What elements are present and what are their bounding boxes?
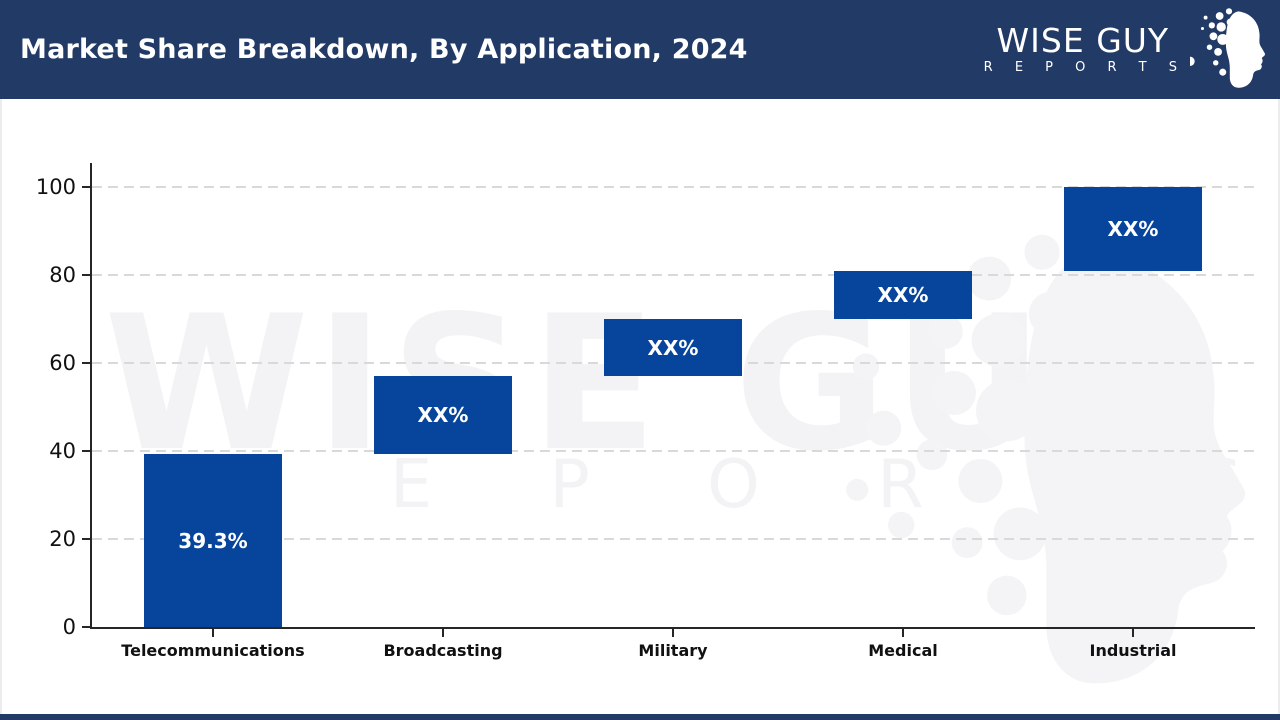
ytick-label-20: 20 (49, 527, 76, 551)
ytick-label-40: 40 (49, 439, 76, 463)
logo-text: WISE GUY R E P O R T S (980, 24, 1186, 75)
bar-medical: XX% (834, 270, 972, 319)
xtick-mark-4 (1132, 629, 1134, 637)
xtick-mark-1 (442, 629, 444, 637)
ytick-label-0: 0 (62, 615, 76, 639)
ytick-mark-100 (82, 186, 90, 188)
xtick-label-0: Telecommunications (121, 641, 305, 660)
xtick-label-2: Military (638, 641, 708, 660)
bar-industrial: XX% (1064, 187, 1202, 271)
header-bar: Market Share Breakdown, By Application, … (0, 0, 1280, 99)
bar-value-label: 39.3% (178, 528, 248, 553)
xtick-mark-0 (212, 629, 214, 637)
ytick-mark-60 (82, 362, 90, 364)
gridline-40 (92, 450, 1255, 452)
bar-value-label: XX% (417, 403, 469, 428)
xtick-label-3: Medical (868, 641, 938, 660)
bar-broadcasting: XX% (374, 376, 512, 455)
x-axis-spine (90, 627, 1255, 629)
ytick-mark-20 (82, 538, 90, 540)
xtick-mark-2 (672, 629, 674, 637)
ytick-mark-40 (82, 450, 90, 452)
ytick-label-100: 100 (35, 175, 76, 199)
face-profile-icon (1185, 5, 1268, 95)
bar-value-label: XX% (1107, 216, 1159, 241)
ytick-label-60: 60 (49, 351, 76, 375)
xtick-mark-3 (902, 629, 904, 637)
bar-military: XX% (604, 319, 742, 377)
logo-wordmark: WISE GUY (996, 21, 1170, 60)
footer-strip (0, 714, 1280, 720)
page-title: Market Share Breakdown, By Application, … (20, 34, 748, 65)
plot-area: 0 20 40 60 80 100 39.3% Telecommunications XX% Br… (36, 163, 1255, 660)
ytick-label-80: 80 (49, 263, 76, 287)
gridline-80 (92, 274, 1255, 276)
chart-canvas: WISE GUY R E P O R T S (0, 99, 1280, 714)
bar-value-label: XX% (647, 335, 699, 360)
wiseguy-logo: WISE GUY R E P O R T S (980, 5, 1280, 95)
gridline-20 (92, 538, 1255, 540)
gridline-100 (92, 186, 1255, 188)
y-axis-spine (90, 163, 92, 629)
logo-subtitle: R E P O R T S (983, 60, 1186, 75)
ytick-mark-0 (82, 626, 90, 628)
xtick-label-1: Broadcasting (383, 641, 503, 660)
ytick-mark-80 (82, 274, 90, 276)
bar-telecommunications: 39.3% (144, 454, 282, 627)
bar-value-label: XX% (877, 282, 929, 307)
xtick-label-4: Industrial (1089, 641, 1177, 660)
